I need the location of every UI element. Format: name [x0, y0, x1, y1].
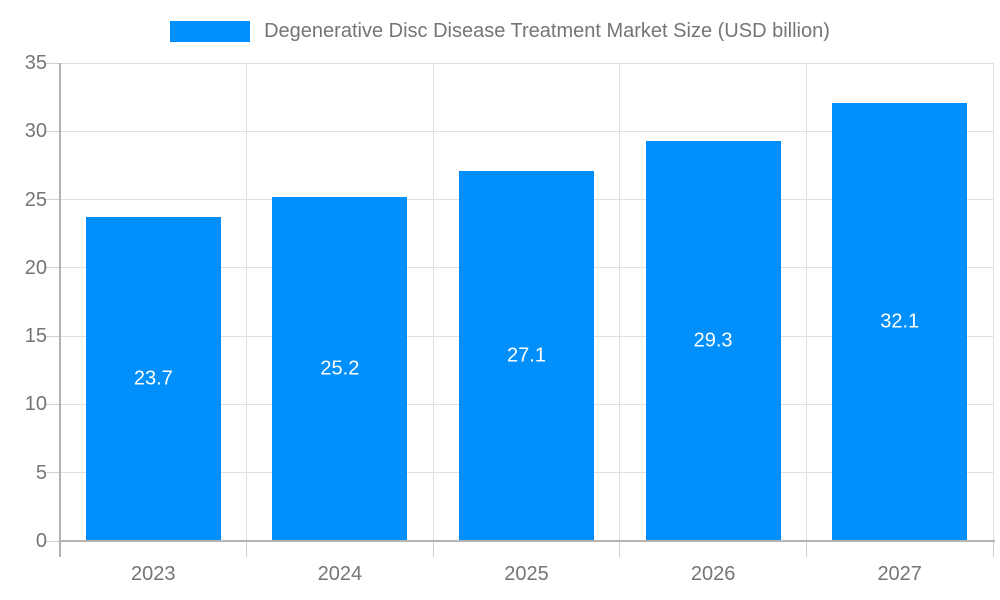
- legend[interactable]: Degenerative Disc Disease Treatment Mark…: [0, 20, 1000, 43]
- x-axis-tick-label: 2026: [690, 563, 736, 585]
- gridline-vertical: [805, 63, 807, 541]
- x-axis-tick-label: 2025: [504, 563, 549, 585]
- bar-value-label: 32.1: [880, 310, 920, 333]
- y-axis-tick-label: 0: [35, 530, 47, 552]
- bar[interactable]: 23.7: [85, 217, 221, 541]
- y-axis-tick: [45, 267, 60, 269]
- gridline-horizontal: [60, 62, 993, 64]
- y-axis-tick-label: 10: [24, 393, 47, 416]
- gridline-vertical: [992, 63, 994, 541]
- y-axis-tick: [45, 403, 60, 405]
- bar-value-label: 29.3: [693, 329, 733, 352]
- x-axis-tick: [805, 541, 807, 557]
- y-axis-tick-label: 35: [24, 52, 47, 74]
- x-axis-tick: [992, 541, 994, 557]
- x-axis-tick-label: 2023: [131, 563, 176, 585]
- y-axis-tick: [45, 540, 60, 542]
- y-axis-tick-label: 15: [24, 325, 47, 348]
- y-axis-tick: [45, 62, 60, 64]
- x-axis-tick-label: 2024: [317, 563, 363, 585]
- y-axis-tick: [45, 472, 60, 474]
- bar-value-label: 25.2: [320, 357, 360, 380]
- y-axis-tick: [45, 199, 60, 201]
- x-axis-tick-label: 2027: [877, 563, 922, 585]
- bar[interactable]: 32.1: [832, 102, 968, 541]
- legend-label: Degenerative Disc Disease Treatment Mark…: [264, 20, 830, 42]
- x-axis-tick: [432, 541, 434, 557]
- bar[interactable]: 25.2: [272, 196, 408, 541]
- y-axis-tick: [45, 130, 60, 132]
- y-axis-line: [59, 63, 61, 557]
- legend-swatch: [170, 21, 251, 42]
- y-axis-tick-label: 25: [24, 188, 47, 211]
- gridline-vertical: [432, 63, 434, 541]
- y-axis-tick-label: 20: [24, 256, 47, 279]
- y-axis-tick: [45, 335, 60, 337]
- gridline-horizontal: [60, 130, 993, 132]
- y-axis-tick-label: 5: [35, 461, 47, 484]
- bar[interactable]: 29.3: [645, 140, 781, 541]
- bar[interactable]: 27.1: [459, 170, 594, 541]
- gridline-vertical: [246, 63, 248, 541]
- x-axis-tick: [246, 541, 248, 557]
- y-axis-tick-label: 30: [24, 120, 47, 143]
- x-axis-line: [59, 540, 995, 542]
- x-axis-tick: [619, 541, 621, 557]
- bar-value-label: 27.1: [507, 344, 546, 367]
- gridline-vertical: [619, 63, 621, 541]
- bar-value-label: 23.7: [133, 367, 173, 390]
